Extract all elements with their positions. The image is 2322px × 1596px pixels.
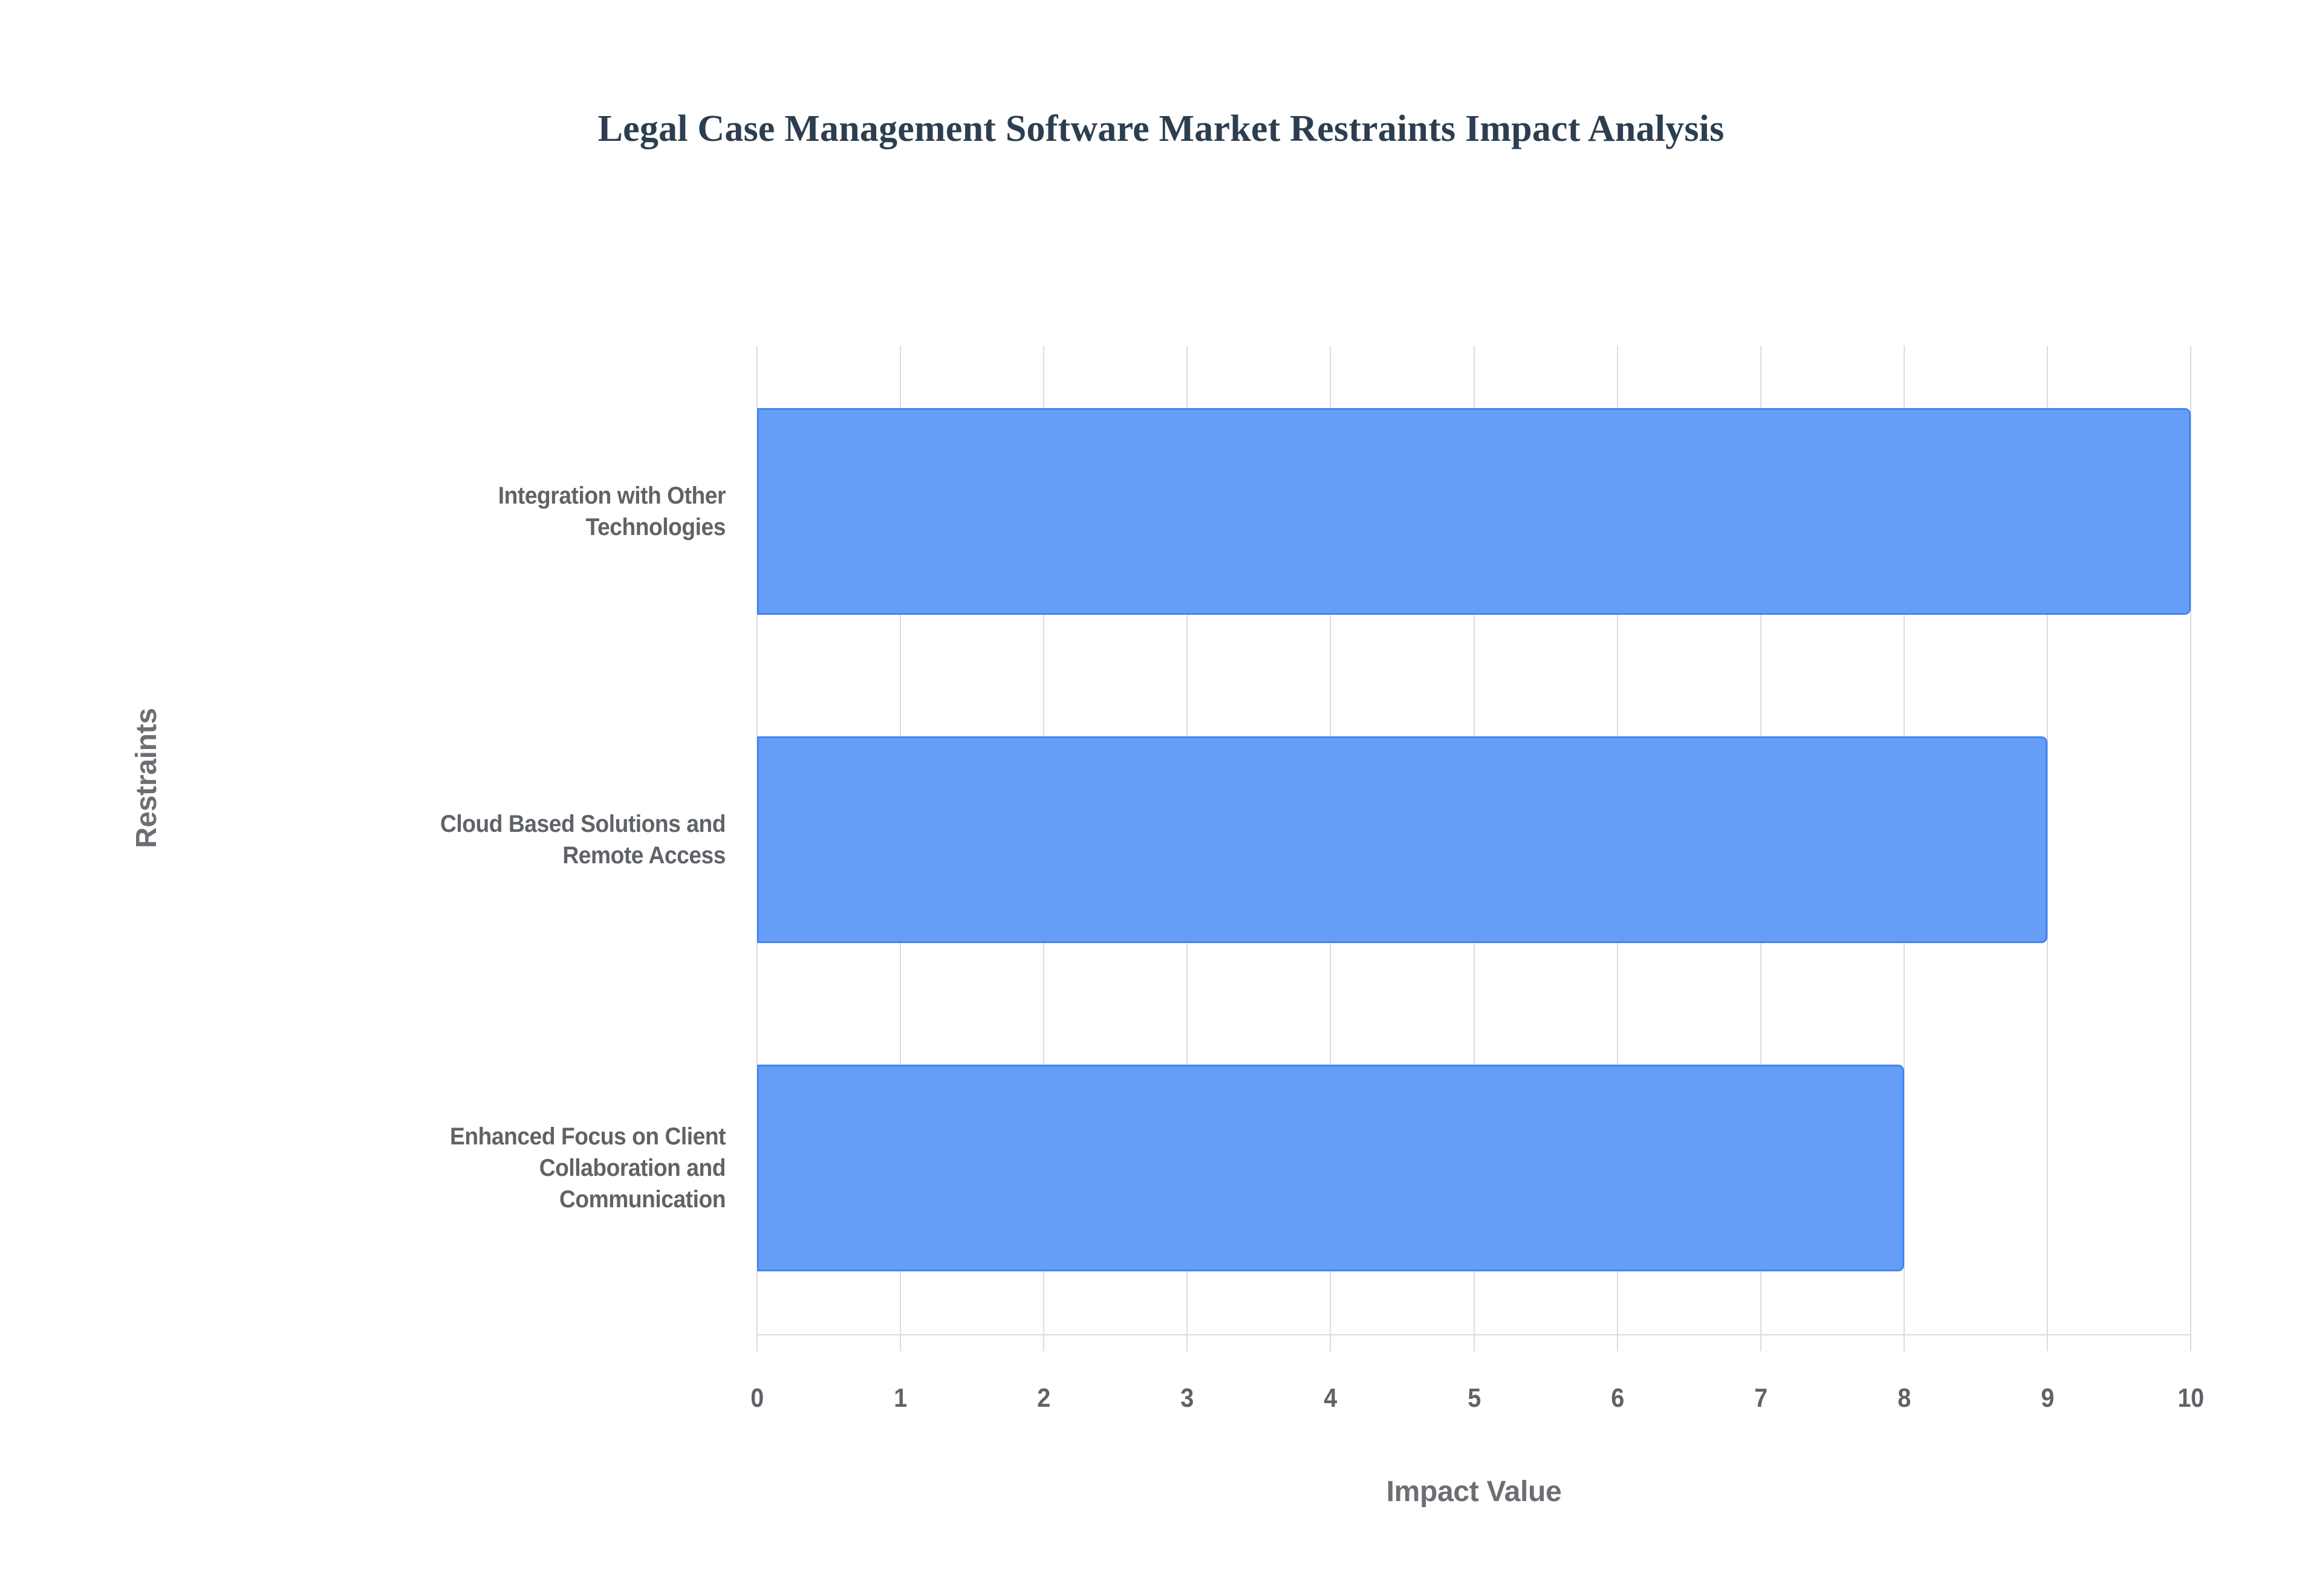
chart-title: Legal Case Management Software Market Re… (597, 108, 1725, 149)
y-axis-label-line: Integration with Other (498, 482, 726, 509)
y-axis-label-line: Technologies (585, 514, 726, 540)
y-axis-label-line: Communication (559, 1186, 726, 1213)
x-tick-label-9: 9 (2041, 1383, 2054, 1413)
y-axis-label-line: Cloud Based Solutions and (440, 811, 726, 837)
x-tick-label-6: 6 (1610, 1383, 1624, 1413)
x-tick-label-4: 4 (1324, 1383, 1338, 1413)
bar-0[interactable] (757, 408, 2191, 615)
x-tick-label-3: 3 (1180, 1383, 1194, 1413)
y-axis-label-2: Enhanced Focus on Client Collaboration an… (298, 1121, 726, 1215)
x-tick-label-0: 0 (750, 1383, 764, 1413)
y-axis-title: Restraints (131, 708, 163, 848)
x-tick-label-10: 10 (2177, 1383, 2204, 1413)
x-tick-label-7: 7 (1754, 1383, 1768, 1413)
x-tick-label-2: 2 (1037, 1383, 1050, 1413)
y-axis-label-0: Integration with Other Technologies (298, 480, 726, 543)
gridline-vertical (2190, 346, 2191, 1351)
plot-area (756, 346, 2191, 1351)
x-axis-title: Impact Value (1386, 1476, 1562, 1508)
x-tick-label-8: 8 (1897, 1383, 1911, 1413)
y-axis-label-line: Enhanced Focus on Client (450, 1123, 726, 1150)
y-axis-label-1: Cloud Based Solutions and Remote Access (298, 808, 726, 871)
x-tick-label-1: 1 (894, 1383, 907, 1413)
bar-2[interactable] (757, 1065, 1904, 1271)
x-tick-label-5: 5 (1467, 1383, 1481, 1413)
y-axis-label-line: Collaboration and (539, 1155, 726, 1181)
gridline-vertical (2046, 346, 2048, 1351)
y-axis-label-line: Remote Access (562, 842, 726, 869)
bar-1[interactable] (757, 736, 2047, 943)
gridline-horizontal-baseline (757, 1334, 2191, 1335)
bars-group (757, 346, 2191, 1351)
